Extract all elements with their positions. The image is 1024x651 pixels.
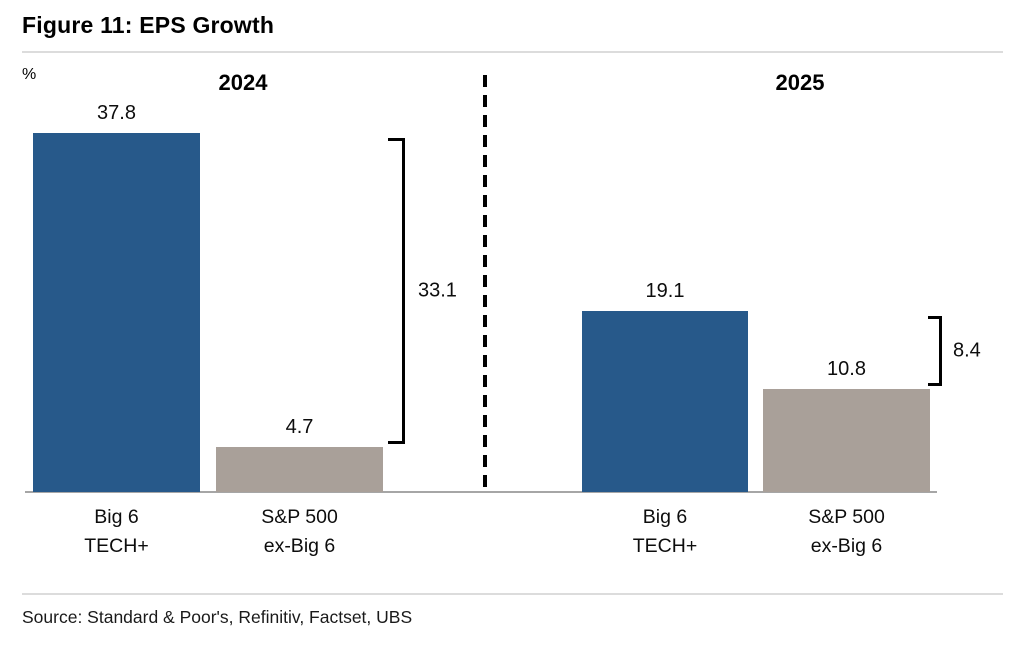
difference-bracket-2024 (388, 137, 405, 445)
category-label-2024-big6: Big 6 TECH+ (33, 503, 200, 561)
plot-area: 37.8 4.7 19.1 10.8 33.1 8.4 (0, 60, 1024, 493)
panel-header-2024: 2024 (218, 70, 268, 95)
figure-title: Figure 11: EPS Growth (22, 12, 275, 38)
category-label-line2: TECH+ (632, 535, 698, 557)
category-label-line1: S&P 500 (808, 506, 885, 528)
bar-2025-big6-tech (582, 310, 748, 492)
x-axis-line (25, 491, 937, 493)
panel-header-2025: 2025 (775, 70, 825, 95)
category-label-line1: Big 6 (642, 506, 688, 528)
difference-label-2025: 8.4 (953, 339, 981, 362)
category-label-line2: TECH+ (84, 535, 149, 557)
title-divider-line (22, 51, 1003, 53)
category-label-2025-big6: Big 6 TECH+ (582, 503, 748, 561)
value-label-2025-big6: 19.1 (645, 279, 685, 302)
category-label-line2: ex-Big 6 (810, 535, 883, 557)
category-label-2025-sp500: S&P 500 ex-Big 6 (763, 503, 930, 561)
panel-divider-dashed-line (483, 75, 487, 493)
difference-label-2024: 33.1 (418, 279, 457, 302)
value-label-2024-big6: 37.8 (97, 101, 136, 124)
source-text: Source: Standard & Poor's, Refinitiv, Fa… (22, 607, 413, 627)
bar-2025-sp500-ex-big6 (763, 389, 930, 492)
bar-2024-big6-tech (33, 132, 200, 492)
category-label-line1: S&P 500 (261, 506, 338, 528)
y-axis-unit-label: % (22, 66, 37, 83)
difference-bracket-2025 (928, 315, 942, 387)
category-label-line2: ex-Big 6 (263, 535, 336, 557)
bar-2024-sp500-ex-big6 (216, 447, 383, 492)
value-label-2024-sp500: 4.7 (285, 416, 314, 439)
category-label-line1: Big 6 (94, 506, 139, 528)
category-label-2024-sp500: S&P 500 ex-Big 6 (216, 503, 383, 561)
source-divider-line (22, 593, 1003, 595)
value-label-2025-sp500: 10.8 (827, 358, 866, 381)
